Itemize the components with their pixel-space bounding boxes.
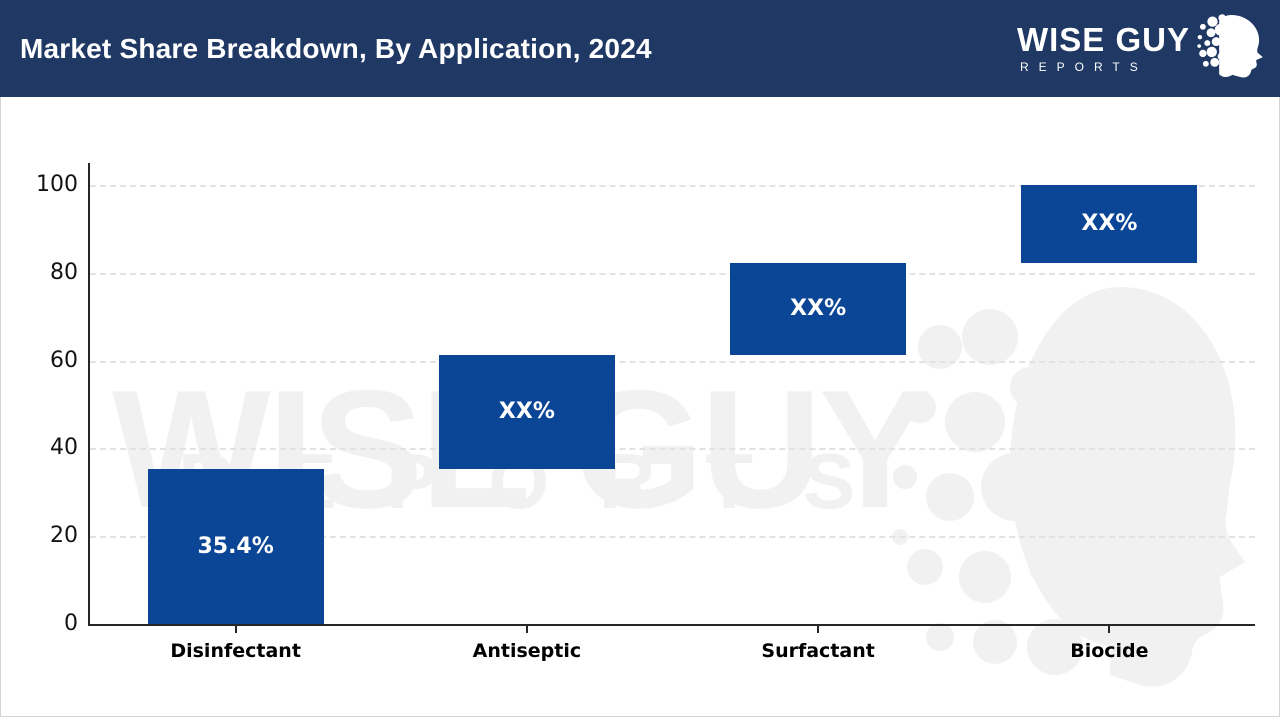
- plot-area: 0 20 40 60 80 100 35.4% Disinfectant XX% Antisept…: [36, 163, 1255, 662]
- bar-value-label: XX%: [1081, 211, 1138, 237]
- y-tick-label: 80: [50, 259, 78, 285]
- page-border-bottom: [0, 716, 1280, 717]
- x-tick-label: Disinfectant: [170, 640, 301, 662]
- x-tick-mark: [1108, 624, 1111, 633]
- y-tick-label: 100: [36, 171, 78, 197]
- bar-value-label: XX%: [790, 296, 847, 322]
- gridline: [90, 272, 1255, 275]
- bar-segment: XX%: [1021, 184, 1198, 263]
- bar-value-label: XX%: [498, 399, 555, 425]
- brand-head-icon: [1197, 13, 1263, 78]
- bar-segment: XX%: [730, 262, 907, 355]
- y-tick-label: 0: [64, 611, 78, 636]
- bar-value-label: 35.4%: [197, 533, 274, 559]
- y-tick-label: 60: [50, 347, 78, 373]
- brand-logo-text: WISE GUY REPORTS: [1017, 23, 1190, 74]
- bar-segment: XX%: [438, 354, 615, 469]
- page-border-left: [0, 97, 1, 717]
- gridline: [90, 360, 1255, 363]
- brand-logo: WISE GUY REPORTS: [1017, 8, 1280, 90]
- gridline: [90, 184, 1255, 187]
- chart-title: Market Share Breakdown, By Application, …: [20, 32, 652, 64]
- header-bar: Market Share Breakdown, By Application, …: [0, 0, 1280, 97]
- x-tick-mark: [234, 624, 237, 633]
- x-tick-label: Surfactant: [761, 640, 875, 662]
- brand-subtitle: REPORTS: [1019, 60, 1148, 74]
- x-tick-mark: [525, 624, 528, 633]
- brand-name: WISE GUY: [1016, 21, 1190, 58]
- x-tick-label: Biocide: [1070, 640, 1149, 662]
- bar-segment: 35.4%: [147, 468, 324, 624]
- gridline: [90, 448, 1255, 451]
- y-tick-label: 20: [50, 523, 78, 549]
- y-tick-label: 40: [50, 435, 78, 461]
- x-tick-mark: [817, 624, 820, 633]
- x-tick-label: Antiseptic: [472, 640, 582, 662]
- gridline: [90, 536, 1255, 539]
